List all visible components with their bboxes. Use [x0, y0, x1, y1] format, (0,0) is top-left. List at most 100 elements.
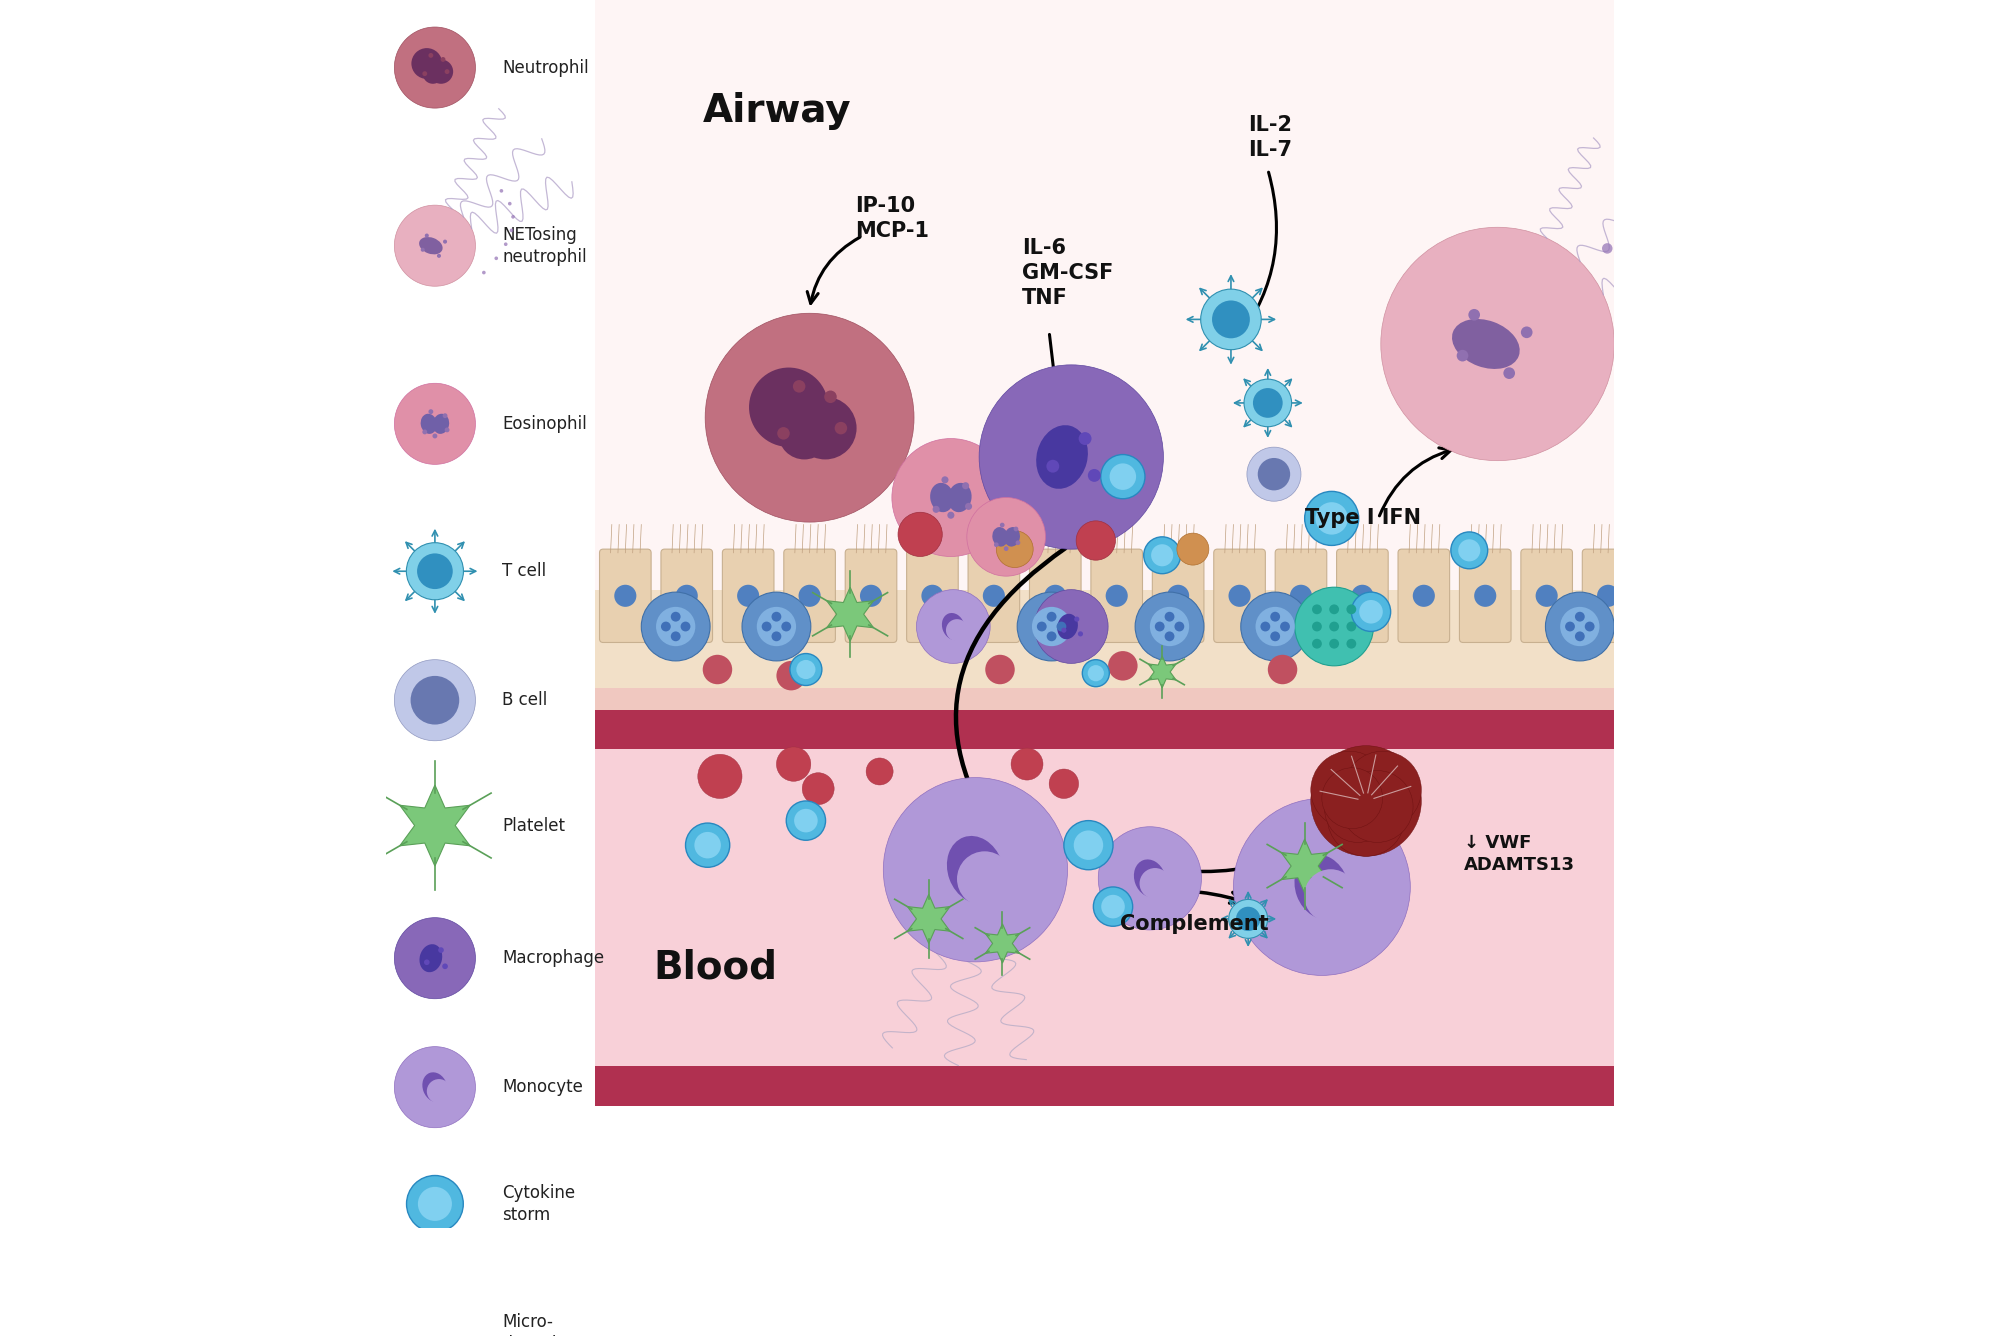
- Text: IP-10
MCP-1: IP-10 MCP-1: [856, 196, 930, 240]
- FancyBboxPatch shape: [660, 549, 712, 643]
- Circle shape: [1036, 621, 1046, 632]
- Circle shape: [1000, 522, 1004, 528]
- Circle shape: [1056, 621, 1066, 632]
- Circle shape: [1150, 607, 1190, 647]
- Circle shape: [782, 621, 792, 632]
- Circle shape: [1310, 745, 1422, 856]
- Circle shape: [1004, 546, 1008, 550]
- Circle shape: [860, 585, 882, 607]
- Circle shape: [1098, 827, 1202, 930]
- Circle shape: [1644, 314, 1656, 325]
- Circle shape: [756, 607, 796, 647]
- Text: Platelet: Platelet: [502, 816, 566, 835]
- Polygon shape: [1282, 839, 1328, 892]
- Circle shape: [406, 1176, 464, 1232]
- Circle shape: [1258, 458, 1290, 490]
- Circle shape: [410, 676, 460, 724]
- Circle shape: [1468, 309, 1480, 321]
- Circle shape: [1144, 537, 1180, 573]
- Circle shape: [922, 585, 944, 607]
- Circle shape: [1304, 870, 1358, 922]
- FancyBboxPatch shape: [600, 549, 652, 643]
- Text: IL-2
IL-7: IL-2 IL-7: [1248, 115, 1292, 160]
- Circle shape: [442, 413, 448, 418]
- Circle shape: [438, 947, 444, 953]
- Circle shape: [1154, 621, 1164, 632]
- Circle shape: [394, 383, 476, 465]
- Text: Cytokine
storm: Cytokine storm: [502, 1184, 576, 1224]
- Circle shape: [1330, 604, 1340, 615]
- FancyBboxPatch shape: [1152, 549, 1204, 643]
- Circle shape: [504, 242, 508, 246]
- Circle shape: [1032, 607, 1072, 647]
- Circle shape: [426, 1079, 452, 1104]
- Circle shape: [1106, 585, 1128, 607]
- FancyBboxPatch shape: [1460, 549, 1512, 643]
- Circle shape: [1458, 540, 1480, 561]
- Circle shape: [1176, 533, 1208, 565]
- Circle shape: [1634, 354, 1644, 365]
- Circle shape: [1504, 367, 1516, 379]
- Circle shape: [1344, 751, 1422, 828]
- Circle shape: [422, 1317, 460, 1336]
- Circle shape: [482, 271, 486, 274]
- Circle shape: [776, 747, 810, 782]
- Circle shape: [932, 506, 940, 513]
- Ellipse shape: [422, 1073, 448, 1102]
- Polygon shape: [908, 894, 950, 943]
- Circle shape: [786, 802, 826, 840]
- Circle shape: [422, 64, 444, 84]
- Circle shape: [1228, 585, 1250, 607]
- FancyBboxPatch shape: [594, 709, 1614, 749]
- FancyBboxPatch shape: [594, 1066, 1614, 1106]
- FancyBboxPatch shape: [594, 688, 1614, 719]
- Circle shape: [418, 1186, 452, 1221]
- Circle shape: [1078, 632, 1084, 636]
- Circle shape: [1200, 289, 1262, 350]
- Circle shape: [1342, 771, 1414, 843]
- Text: Airway: Airway: [702, 92, 852, 130]
- Circle shape: [1074, 616, 1080, 621]
- Circle shape: [948, 512, 954, 518]
- Circle shape: [422, 429, 428, 434]
- Circle shape: [1110, 464, 1136, 490]
- Circle shape: [444, 428, 450, 433]
- Circle shape: [892, 438, 1010, 557]
- Circle shape: [1546, 592, 1614, 661]
- Circle shape: [1212, 301, 1250, 338]
- Circle shape: [958, 851, 1012, 907]
- FancyBboxPatch shape: [1276, 549, 1326, 643]
- Circle shape: [778, 428, 790, 440]
- Circle shape: [1164, 632, 1174, 641]
- Circle shape: [416, 1321, 454, 1336]
- Circle shape: [1310, 751, 1388, 828]
- Circle shape: [1574, 612, 1584, 621]
- Circle shape: [792, 379, 806, 393]
- Circle shape: [412, 48, 442, 79]
- Circle shape: [772, 632, 782, 641]
- Circle shape: [1088, 665, 1104, 681]
- Circle shape: [1012, 748, 1042, 780]
- Circle shape: [422, 71, 428, 76]
- Circle shape: [898, 512, 942, 557]
- Circle shape: [394, 27, 476, 108]
- Circle shape: [436, 254, 440, 258]
- Text: Blood: Blood: [654, 949, 778, 986]
- Circle shape: [1256, 607, 1294, 647]
- Circle shape: [1294, 588, 1374, 665]
- Circle shape: [772, 612, 782, 621]
- Circle shape: [670, 612, 680, 621]
- Circle shape: [982, 585, 1004, 607]
- Circle shape: [1136, 592, 1204, 661]
- Ellipse shape: [432, 414, 450, 434]
- FancyBboxPatch shape: [1090, 549, 1142, 643]
- Circle shape: [966, 497, 1046, 576]
- Ellipse shape: [1294, 855, 1350, 919]
- Circle shape: [1322, 768, 1382, 828]
- Circle shape: [1330, 639, 1340, 648]
- Circle shape: [660, 621, 670, 632]
- Text: Monocyte: Monocyte: [502, 1078, 584, 1096]
- Circle shape: [794, 397, 856, 460]
- Circle shape: [394, 206, 476, 286]
- Circle shape: [790, 653, 822, 685]
